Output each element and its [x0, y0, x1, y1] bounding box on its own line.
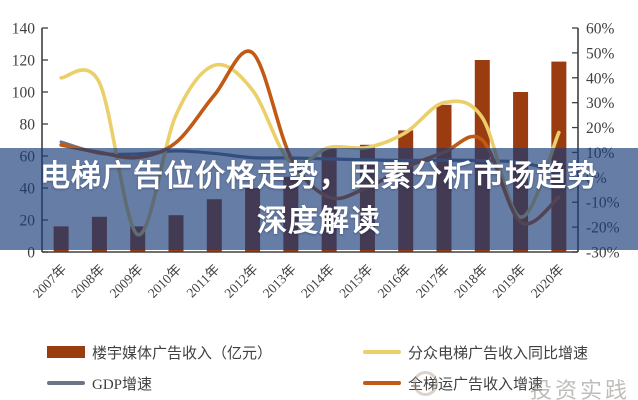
left-axis-tick-label: 100: [12, 85, 36, 102]
x-axis-label: 2007年: [30, 262, 69, 301]
right-axis-tick-label: 50%: [586, 45, 615, 62]
legend-label: 楼宇媒体广告收入（亿元）: [92, 345, 273, 362]
headline-line-1: 电梯广告位价格走势，因素分析市场趋势: [40, 160, 598, 193]
headline-banner: 电梯广告位价格走势，因素分析市场趋势 深度解读: [0, 148, 638, 250]
legend-label: GDP增速: [92, 376, 153, 393]
x-axis-label: 2017年: [413, 262, 452, 301]
right-axis-tick-label: 20%: [586, 120, 615, 137]
legend-column-right: 分众电梯广告收入同比增速 全梯运广告收入增速: [363, 341, 588, 394]
chart-legend: 楼宇媒体广告收入（亿元） GDP增速 分众电梯广告收入同比增速 全梯运广告收入增…: [0, 341, 638, 394]
left-axis-tick-label: 80: [20, 117, 36, 134]
x-axis-label: 2013年: [260, 262, 299, 301]
right-axis-tick-label: 40%: [586, 70, 615, 87]
x-axis-label: 2008年: [68, 262, 107, 301]
x-axis-label: 2016年: [375, 262, 414, 301]
x-axis-label: 2011年: [184, 262, 223, 301]
right-axis-tick-label: 30%: [586, 95, 615, 112]
watermark-text: 投资实践: [529, 378, 630, 400]
x-axis-label: 2015年: [336, 262, 375, 301]
line-swatch-icon: [47, 381, 85, 385]
x-axis-label: 2019年: [489, 262, 528, 301]
x-axis-label: 2010年: [145, 262, 184, 301]
watermark-ring-icon: [413, 371, 438, 396]
bar-swatch-icon: [47, 346, 85, 358]
x-axis-label: 2009年: [107, 262, 146, 301]
left-axis-tick-label: 120: [12, 53, 36, 70]
line-swatch-icon: [363, 381, 401, 385]
left-axis-tick-label: 0: [27, 245, 35, 262]
left-axis-tick-label: 140: [12, 21, 36, 38]
right-axis-tick-label: 60%: [586, 21, 615, 38]
legend-item-gdp-growth: GDP增速: [47, 372, 347, 394]
legend-item-all-elevator-growth: 全梯运广告收入增速: [363, 372, 588, 394]
x-axis-label: 2018年: [451, 262, 490, 301]
x-axis-labels-layer: 2007年 2008年 2009年 2010年 2011年 2012年 2013年 2014年…: [30, 262, 567, 301]
line-swatch-icon: [363, 350, 401, 354]
headline-line-2: 深度解读: [257, 205, 381, 238]
legend-item-focus-elevator-growth: 分众电梯广告收入同比增速: [363, 341, 588, 363]
legend-label: 全梯运广告收入增速: [408, 376, 544, 393]
x-axis-label: 2012年: [221, 262, 260, 301]
x-axis-label: 2020年: [528, 262, 567, 301]
x-axis-label: 2014年: [298, 262, 337, 301]
legend-label: 分众电梯广告收入同比增速: [408, 345, 589, 362]
legend-column-left: 楼宇媒体广告收入（亿元） GDP增速: [47, 341, 347, 394]
legend-item-building-media-revenue: 楼宇媒体广告收入（亿元）: [47, 341, 347, 363]
